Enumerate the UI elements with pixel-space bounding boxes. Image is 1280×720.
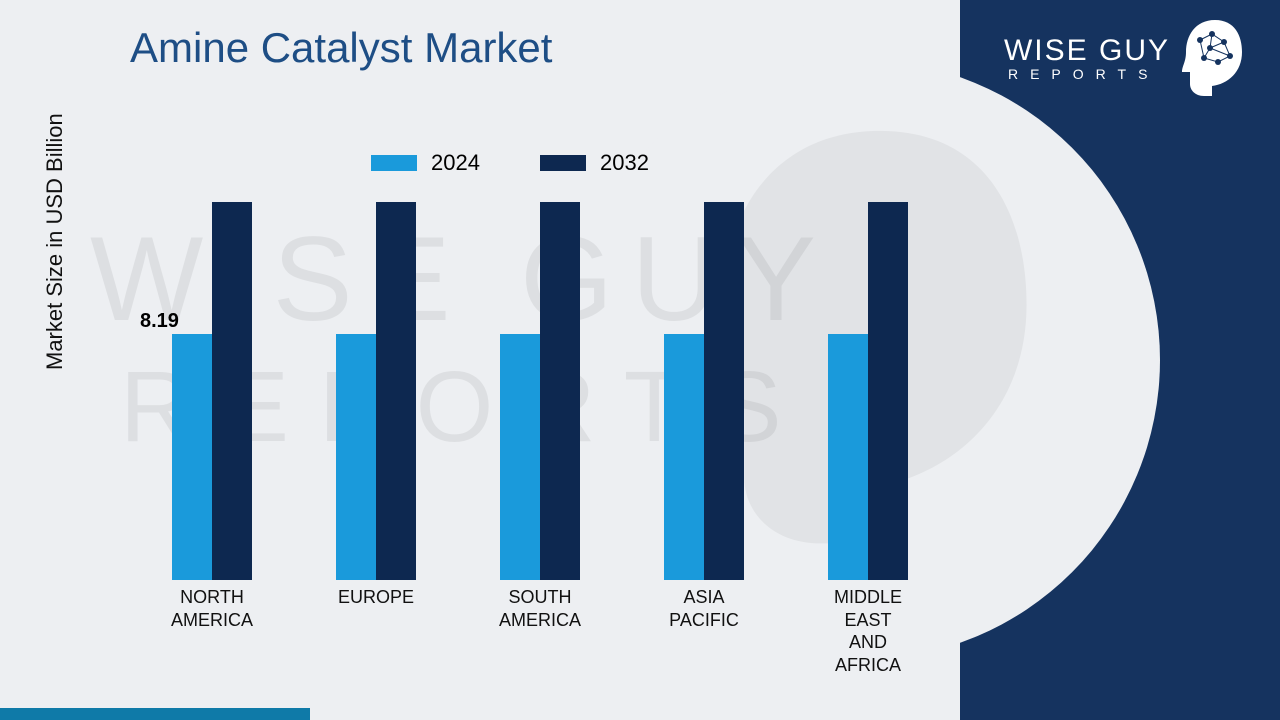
- accent-bar: [0, 708, 310, 720]
- bar: [704, 202, 744, 580]
- bar: [336, 334, 376, 580]
- chart-title: Amine Catalyst Market: [130, 24, 552, 72]
- bar-group: [336, 202, 416, 580]
- x-axis-label: SOUTHAMERICA: [470, 586, 610, 676]
- legend-swatch-2024: [371, 155, 417, 171]
- page-root: WISE GUY REPORTS: [0, 0, 1280, 720]
- data-label: 8.19: [140, 310, 179, 333]
- brand-line1: WISE GUY: [1004, 34, 1170, 68]
- legend-swatch-2032: [540, 155, 586, 171]
- bar-groups: [130, 190, 950, 580]
- bar: [172, 334, 212, 580]
- x-axis-label: NORTHAMERICA: [142, 586, 282, 676]
- bar: [664, 334, 704, 580]
- bar-group: [172, 202, 252, 580]
- x-axis-labels: NORTHAMERICA EUROPE SOUTHAMERICA ASIAPACIFI…: [130, 586, 950, 676]
- bar: [828, 334, 868, 580]
- bar: [500, 334, 540, 580]
- legend-item-2032: 2032: [540, 150, 649, 176]
- x-axis-label: ASIAPACIFIC: [634, 586, 774, 676]
- bar-group: [500, 202, 580, 580]
- bar-group: [828, 202, 908, 580]
- legend-label-2032: 2032: [600, 150, 649, 176]
- legend-label-2024: 2024: [431, 150, 480, 176]
- bar: [376, 202, 416, 580]
- bar: [540, 202, 580, 580]
- bar: [868, 202, 908, 580]
- legend: 2024 2032: [60, 150, 960, 176]
- x-axis-label: MIDDLEEASTANDAFRICA: [798, 586, 938, 676]
- chart: Market Size in USD Billion 2024 2032 8.1…: [60, 150, 960, 690]
- bar-group: [664, 202, 744, 580]
- bar: [212, 202, 252, 580]
- brand-line2: REPORTS: [1004, 66, 1170, 82]
- legend-item-2024: 2024: [371, 150, 480, 176]
- brand-head-icon: [1180, 18, 1250, 98]
- brand-logo: WISE GUY REPORTS: [1004, 18, 1250, 98]
- x-axis-label: EUROPE: [306, 586, 446, 676]
- plot-area: 8.19: [130, 190, 950, 580]
